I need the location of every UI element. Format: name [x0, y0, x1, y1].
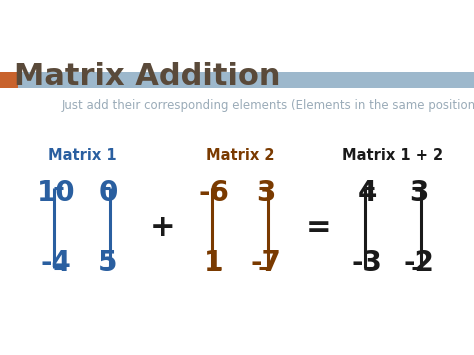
Text: -6: -6: [199, 179, 229, 207]
Text: 5: 5: [98, 249, 118, 277]
Text: Matrix 1 + 2: Matrix 1 + 2: [342, 147, 444, 163]
Text: 3: 3: [256, 179, 276, 207]
Text: -2: -2: [403, 249, 435, 277]
Text: 4: 4: [357, 179, 377, 207]
Text: =: =: [306, 213, 331, 242]
Text: Matrix 1: Matrix 1: [48, 147, 116, 163]
Text: Just add their corresponding elements (Elements in the same position): Just add their corresponding elements (E…: [62, 99, 474, 113]
Text: 1: 1: [204, 249, 224, 277]
Text: Matrix 2: Matrix 2: [206, 147, 274, 163]
Text: -7: -7: [251, 249, 282, 277]
Text: -3: -3: [352, 249, 383, 277]
Text: Matrix Addition: Matrix Addition: [14, 62, 281, 91]
Text: 3: 3: [410, 179, 428, 207]
Text: +: +: [150, 213, 176, 242]
Text: -4: -4: [41, 249, 72, 277]
Text: 10: 10: [36, 179, 75, 207]
Text: 0: 0: [98, 179, 118, 207]
